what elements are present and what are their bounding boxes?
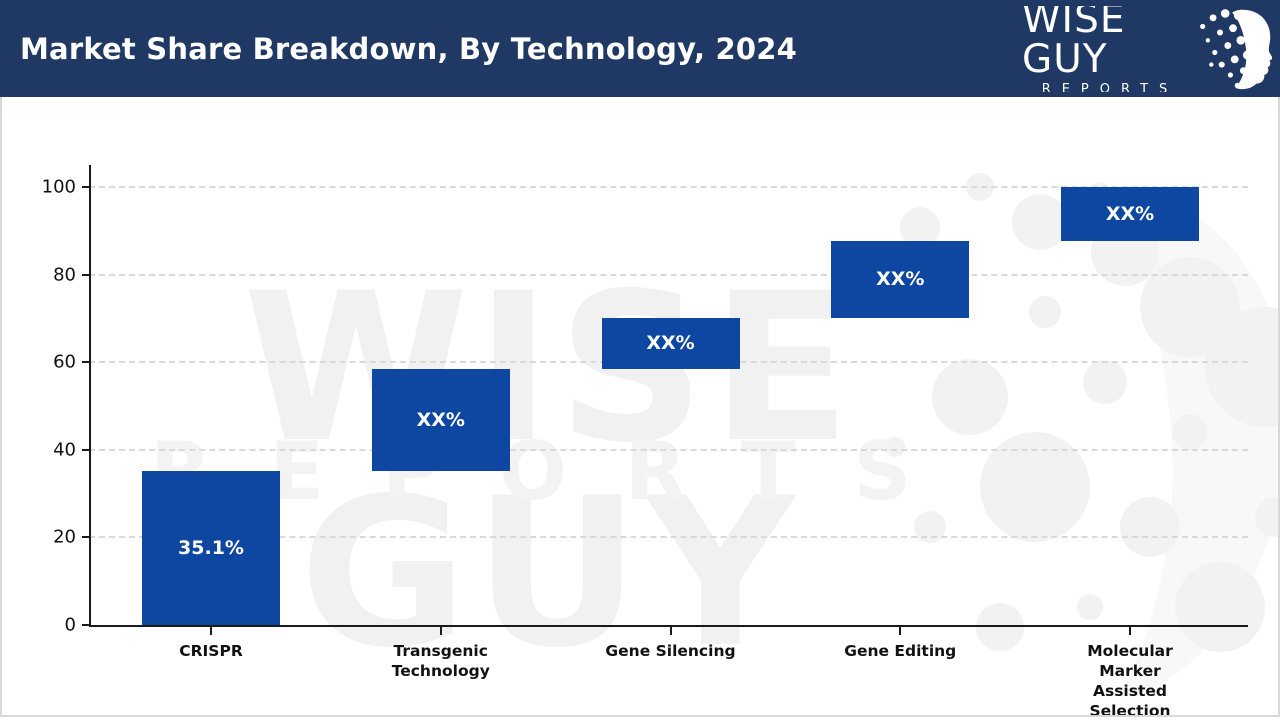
y-tick-mark bbox=[82, 186, 89, 188]
y-tick-mark bbox=[82, 448, 89, 451]
bar bbox=[601, 317, 740, 369]
x-tick-mark bbox=[1129, 627, 1131, 635]
watermark-wordmark: WISE GUY bbox=[242, 250, 858, 693]
page-title: Market Share Breakdown, By Technology, 2… bbox=[20, 31, 798, 66]
x-tick-mark bbox=[439, 627, 442, 635]
bar bbox=[1061, 187, 1199, 241]
x-axis-line bbox=[89, 625, 1248, 627]
x-tick-mark bbox=[899, 627, 902, 635]
logo-wordmark: WISE GUY bbox=[1022, 6, 1126, 82]
gridline bbox=[89, 536, 1248, 539]
gridline bbox=[89, 273, 1248, 276]
logo-text: WISE GUY REPORTS bbox=[1022, 6, 1192, 92]
bar-value-label: XX% bbox=[1105, 202, 1155, 225]
gridline bbox=[89, 448, 1248, 451]
x-tick-label: Gene Editing bbox=[844, 642, 957, 660]
bar-value-label: XX% bbox=[416, 409, 465, 432]
y-tick-label: 0 bbox=[64, 614, 76, 636]
x-tick-label: Molecular Marker Assisted Selection bbox=[1087, 642, 1173, 720]
y-tick-mark bbox=[82, 624, 89, 626]
y-tick-label: 20 bbox=[53, 526, 76, 548]
x-tick-label: Gene Silencing bbox=[605, 642, 736, 660]
y-axis-line bbox=[89, 165, 91, 627]
y-tick-mark bbox=[82, 273, 89, 276]
y-tick-label: 40 bbox=[53, 439, 76, 461]
logo-subtitle: REPORTS bbox=[1041, 82, 1179, 92]
y-tick-mark bbox=[82, 361, 89, 364]
y-tick-label: 100 bbox=[41, 176, 76, 198]
x-tick-mark bbox=[210, 627, 212, 635]
gridline bbox=[89, 186, 1248, 188]
bar bbox=[831, 240, 970, 318]
y-tick-label: 60 bbox=[53, 351, 76, 373]
y-tick-mark bbox=[82, 536, 89, 539]
watermark: WISE GUY REPORTS bbox=[0, 97, 1280, 717]
bar-value-label: XX% bbox=[646, 332, 695, 355]
wise-guy-reports-logo: WISE GUY REPORTS bbox=[1022, 6, 1272, 92]
header-band: Market Share Breakdown, By Technology, 2… bbox=[0, 0, 1280, 97]
x-tick-mark bbox=[669, 627, 672, 635]
y-tick-label: 80 bbox=[53, 264, 76, 286]
bar-value-label: 35.1% bbox=[178, 537, 244, 560]
bar-value-label: XX% bbox=[876, 268, 925, 291]
x-tick-label: CRISPR bbox=[179, 642, 243, 660]
bar bbox=[142, 471, 280, 625]
logo-head-icon bbox=[1200, 9, 1272, 90]
watermark-head-icon bbox=[885, 173, 1280, 697]
bar bbox=[371, 368, 510, 472]
x-tick-label: Transgenic Technology bbox=[391, 642, 490, 680]
